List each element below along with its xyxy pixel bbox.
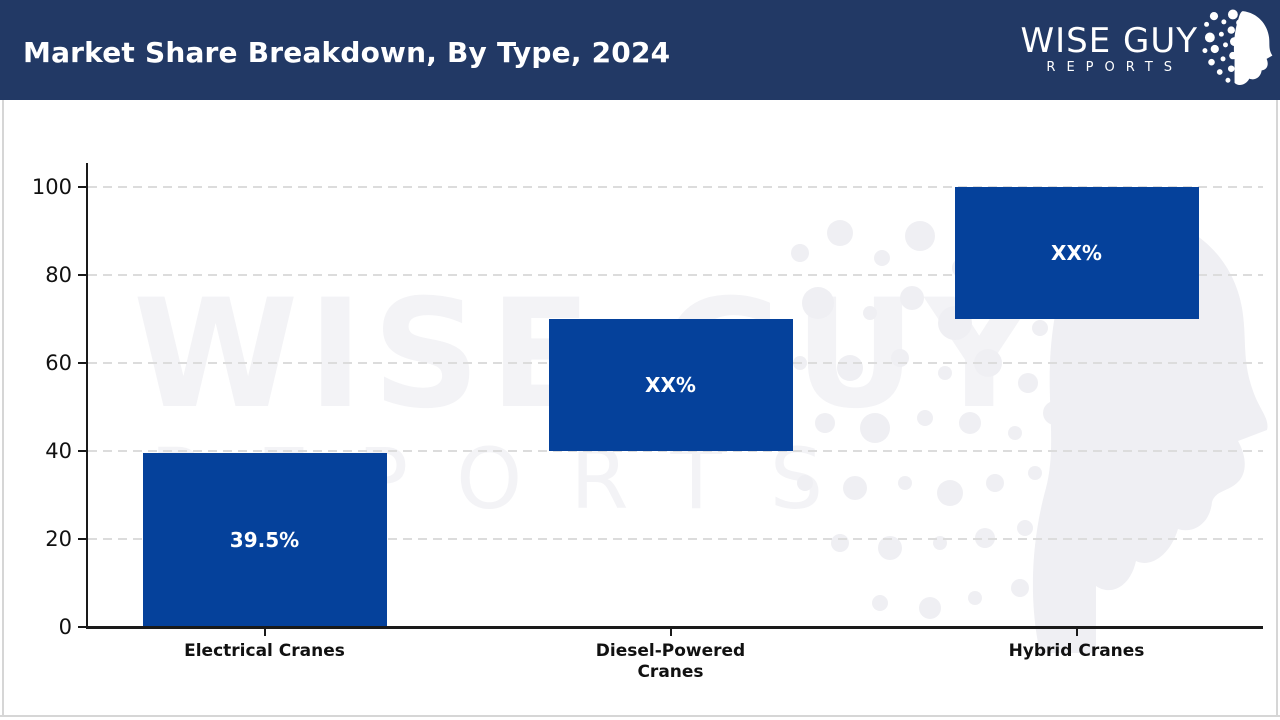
x-tick-1 (669, 629, 672, 636)
logo-brand-name: WISE GUY (1020, 21, 1198, 62)
y-tick-label-60: 60 (45, 351, 72, 375)
gridline-80 (88, 274, 1263, 276)
frame-border-right (1276, 100, 1278, 716)
x-category-label-2: Hybrid Cranes (1008, 641, 1145, 661)
x-axis-line (86, 626, 1263, 629)
header: Market Share Breakdown, By Type, 2024 WI… (0, 0, 1280, 100)
gridline-40 (88, 450, 1263, 452)
frame-border-left (2, 100, 4, 716)
y-tick-60 (78, 362, 86, 364)
bar-1: XX% (548, 319, 793, 451)
y-tick-label-20: 20 (45, 527, 72, 551)
bar-value-label: XX% (645, 373, 696, 397)
y-tick-20 (78, 538, 86, 540)
logo-wordmark: WISE GUY REPORTS (1020, 21, 1198, 75)
y-tick-label-0: 0 (58, 615, 72, 639)
gridline-100 (88, 186, 1263, 188)
y-axis-line (86, 163, 88, 629)
y-tick-label-100: 100 (31, 175, 72, 199)
y-tick-100 (78, 186, 86, 188)
x-category-label-0: Electrical Cranes (184, 641, 345, 661)
bar-value-label: 39.5% (229, 528, 300, 553)
gridline-20 (88, 538, 1263, 540)
bar-2: XX% (954, 187, 1199, 319)
y-tick-0 (78, 626, 86, 628)
y-tick-40 (78, 450, 86, 452)
x-tick-2 (1075, 629, 1078, 636)
y-tick-label-40: 40 (45, 439, 72, 463)
y-tick-label-80: 80 (45, 263, 72, 287)
x-category-label-1: Diesel-Powered Cranes (595, 641, 746, 682)
watermark-face-icon (791, 216, 1268, 653)
bar-0: 39.5% (142, 453, 387, 627)
bar-value-label: XX% (1051, 241, 1102, 265)
logo-brand-subtitle: REPORTS (1046, 59, 1184, 75)
brand-logo: WISE GUY REPORTS (1020, 7, 1274, 91)
page-title: Market Share Breakdown, By Type, 2024 (23, 36, 671, 69)
x-tick-0 (263, 629, 266, 636)
y-tick-80 (78, 274, 86, 276)
logo-face-icon (1202, 9, 1273, 85)
frame-border-bottom (0, 715, 1280, 717)
